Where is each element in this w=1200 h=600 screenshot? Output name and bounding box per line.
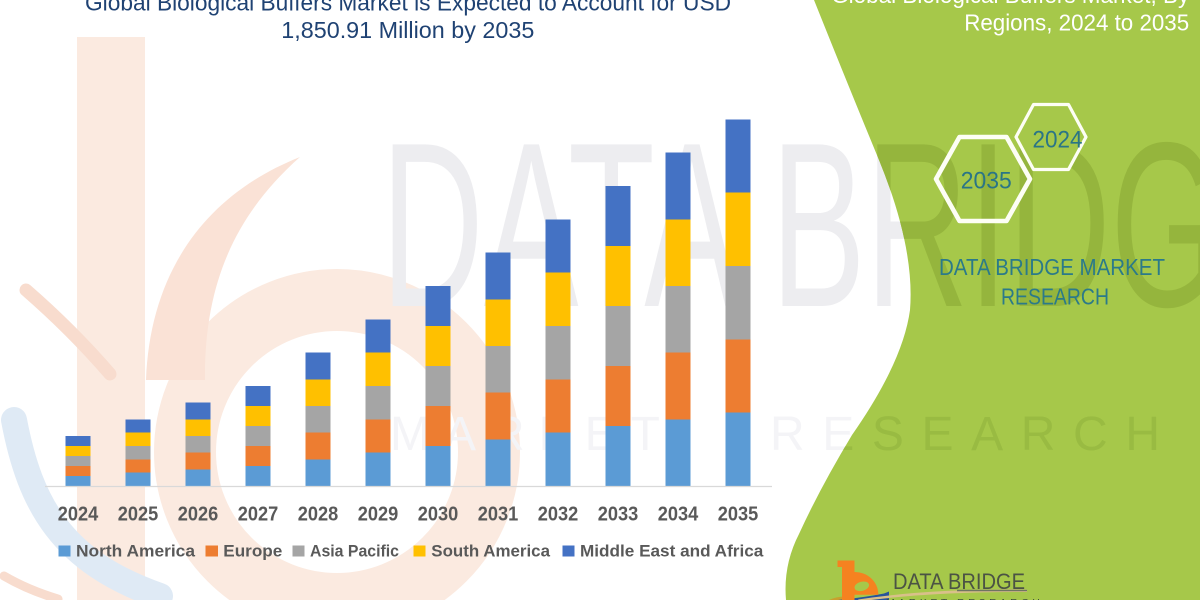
svg-text:RESEARCH: RESEARCH — [1001, 284, 1109, 310]
svg-text:2027: 2027 — [238, 503, 279, 525]
svg-text:2026: 2026 — [178, 503, 219, 525]
svg-text:DATA BRIDGE MARKET: DATA BRIDGE MARKET — [939, 254, 1165, 280]
svg-text:North America: North America — [76, 542, 196, 561]
svg-text:2031: 2031 — [478, 503, 519, 525]
svg-text:2025: 2025 — [118, 503, 159, 525]
svg-text:1,850.91 Million by 2035: 1,850.91 Million by 2035 — [281, 17, 534, 43]
svg-text:2028: 2028 — [298, 503, 339, 525]
svg-text:Global Biological Buffers Mark: Global Biological Buffers Market, By — [831, 0, 1189, 8]
svg-text:2035: 2035 — [961, 168, 1012, 195]
svg-text:Middle East and Africa: Middle East and Africa — [580, 542, 764, 561]
svg-text:2034: 2034 — [658, 503, 699, 525]
svg-text:Asia Pacific: Asia Pacific — [310, 542, 399, 561]
svg-text:2032: 2032 — [538, 503, 579, 525]
svg-text:2024: 2024 — [1033, 126, 1083, 153]
svg-text:DATA BRIDGE: DATA BRIDGE — [893, 569, 1025, 594]
svg-text:2029: 2029 — [358, 503, 399, 525]
svg-text:2035: 2035 — [718, 503, 759, 525]
svg-text:South America: South America — [431, 542, 550, 561]
svg-text:2033: 2033 — [598, 503, 639, 525]
svg-text:Regions, 2024 to 2035: Regions, 2024 to 2035 — [964, 9, 1189, 35]
svg-text:Global Biological Buffers Mark: Global Biological Buffers Market is Expe… — [85, 0, 731, 15]
svg-text:2024: 2024 — [58, 503, 99, 525]
svg-text:MARKET RESEARCH: MARKET RESEARCH — [886, 597, 1043, 600]
svg-text:2030: 2030 — [418, 503, 459, 525]
svg-text:Europe: Europe — [223, 542, 282, 561]
